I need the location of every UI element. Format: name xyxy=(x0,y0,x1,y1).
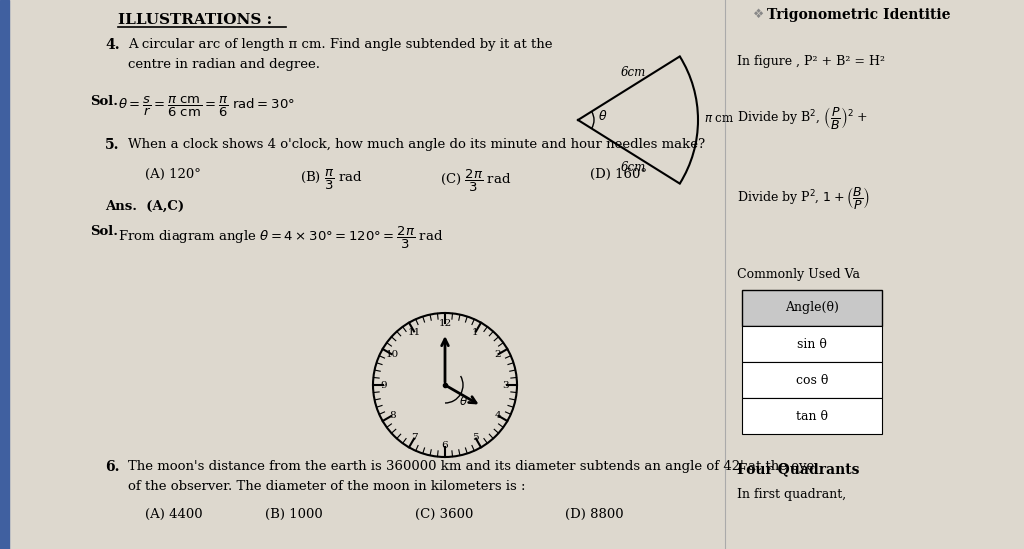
Text: In first quadrant,: In first quadrant, xyxy=(737,488,846,501)
Text: (D) 160°: (D) 160° xyxy=(590,168,647,181)
Text: 5.: 5. xyxy=(105,138,120,152)
Text: $\theta = \dfrac{s}{r} = \dfrac{\pi\ \mathrm{cm}}{6\ \mathrm{cm}} = \dfrac{\pi}{: $\theta = \dfrac{s}{r} = \dfrac{\pi\ \ma… xyxy=(118,95,295,119)
Text: A circular arc of length π cm. Find angle subtended by it at the: A circular arc of length π cm. Find angl… xyxy=(128,38,553,51)
Text: $\pi$ cm: $\pi$ cm xyxy=(705,111,734,125)
Text: 11: 11 xyxy=(408,328,421,337)
Text: 4: 4 xyxy=(495,411,501,420)
Text: Divide by B$^2$, $\left(\dfrac{P}{B}\right)^2$ +: Divide by B$^2$, $\left(\dfrac{P}{B}\rig… xyxy=(737,105,868,131)
Bar xyxy=(742,326,882,362)
Text: 5: 5 xyxy=(472,433,479,442)
Text: of the observer. The diameter of the moon in kilometers is :: of the observer. The diameter of the moo… xyxy=(128,480,525,493)
Text: cos θ: cos θ xyxy=(796,373,828,386)
Text: 7: 7 xyxy=(412,433,418,442)
Bar xyxy=(0,0,9,549)
Text: 10: 10 xyxy=(386,350,398,359)
Text: 6: 6 xyxy=(441,441,449,451)
Text: (A) 4400: (A) 4400 xyxy=(145,508,203,521)
Text: 8: 8 xyxy=(389,411,395,420)
Text: 2: 2 xyxy=(495,350,501,359)
Text: (B) $\dfrac{\pi}{3}$ rad: (B) $\dfrac{\pi}{3}$ rad xyxy=(300,168,362,192)
Text: 9: 9 xyxy=(381,380,387,389)
Text: Angle(θ): Angle(θ) xyxy=(785,301,839,315)
Text: (C) $\dfrac{2\pi}{3}$ rad: (C) $\dfrac{2\pi}{3}$ rad xyxy=(440,168,511,194)
Text: The moon's distance from the earth is 360000 km and its diameter subtends an ang: The moon's distance from the earth is 36… xyxy=(128,460,814,473)
Text: 6cm: 6cm xyxy=(621,161,645,174)
Text: Four Quadrants: Four Quadrants xyxy=(737,462,859,476)
Text: In figure , P² + B² = H²: In figure , P² + B² = H² xyxy=(737,55,885,68)
Text: Commonly Used Va: Commonly Used Va xyxy=(737,268,860,281)
Text: 1: 1 xyxy=(472,328,479,337)
Text: (D) 8800: (D) 8800 xyxy=(565,508,624,521)
Text: Trigonometric Identitie: Trigonometric Identitie xyxy=(767,8,950,22)
Text: sin θ: sin θ xyxy=(797,338,827,350)
Text: (A) 120°: (A) 120° xyxy=(145,168,201,181)
Text: centre in radian and degree.: centre in radian and degree. xyxy=(128,58,319,71)
Text: (B) 1000: (B) 1000 xyxy=(265,508,323,521)
Text: 4.: 4. xyxy=(105,38,120,52)
Text: tan θ: tan θ xyxy=(796,410,828,423)
Text: ❖: ❖ xyxy=(753,8,764,21)
Text: From diagram angle $\theta = 4 \times 30° = 120° = \dfrac{2\pi}{3}$ rad: From diagram angle $\theta = 4 \times 30… xyxy=(118,225,443,251)
Text: 6cm: 6cm xyxy=(621,66,645,79)
Bar xyxy=(742,362,882,398)
Text: $\theta$: $\theta$ xyxy=(598,109,607,123)
Text: Sol.: Sol. xyxy=(90,225,118,238)
Text: (C) 3600: (C) 3600 xyxy=(415,508,473,521)
Bar xyxy=(742,290,882,326)
Text: Divide by P$^2$, $1+\left(\dfrac{B}{P}\right)$: Divide by P$^2$, $1+\left(\dfrac{B}{P}\r… xyxy=(737,185,870,211)
Text: When a clock shows 4 o'clock, how much angle do its minute and hour needles make: When a clock shows 4 o'clock, how much a… xyxy=(128,138,706,151)
Text: $\theta$: $\theta$ xyxy=(459,395,468,408)
Text: 3: 3 xyxy=(503,380,509,389)
Text: Sol.: Sol. xyxy=(90,95,118,108)
Text: 12: 12 xyxy=(438,320,452,328)
Text: 6.: 6. xyxy=(105,460,120,474)
Text: Ans.  (A,C): Ans. (A,C) xyxy=(105,200,184,213)
Bar xyxy=(742,398,882,434)
Text: ILLUSTRATIONS :: ILLUSTRATIONS : xyxy=(118,13,272,27)
